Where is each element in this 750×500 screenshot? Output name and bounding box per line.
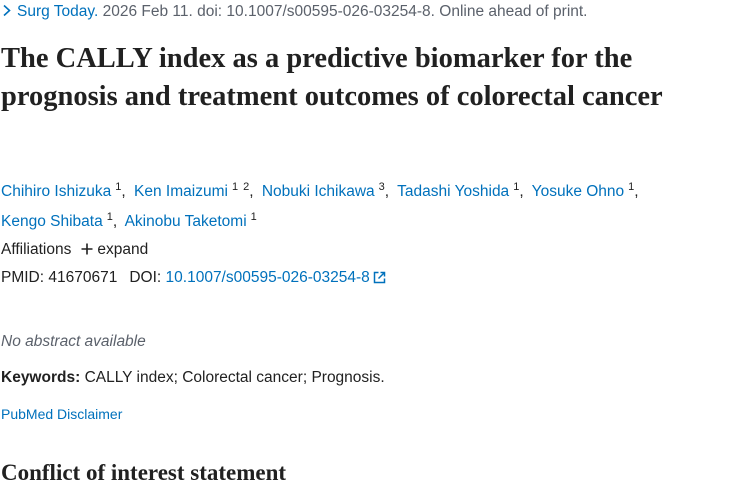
author: Tadashi Yoshida 1 <box>397 181 527 200</box>
keywords: Keywords: CALLY index; Colorectal cancer… <box>1 369 385 387</box>
plus-icon[interactable] <box>81 243 93 255</box>
keywords-text: CALLY index; Colorectal cancer; Prognosi… <box>84 369 385 386</box>
citation: Surg Today. 2026 Feb 11. doi: 10.1007/s0… <box>1 3 588 21</box>
affiliations-label: Affiliations <box>1 241 72 258</box>
pmid-label: PMID: <box>1 269 45 286</box>
author: Akinobu Taketomi 1 <box>124 210 257 230</box>
doi-link[interactable]: 10.1007/s00595-026-03254-8 <box>165 269 370 286</box>
author-link[interactable]: Tadashi Yoshida <box>397 183 510 200</box>
section-heading: Conflict of interest statement <box>1 460 287 485</box>
chevron-icon <box>3 4 11 17</box>
keywords-label: Keywords: <box>1 369 81 386</box>
affiliation-number[interactable]: 1 <box>231 181 239 193</box>
author-link[interactable]: Ken Imaizumi <box>134 183 228 200</box>
author: Kengo Shibata 1 <box>1 210 121 230</box>
affiliation-number[interactable]: 1 <box>250 210 257 223</box>
affiliation-number[interactable]: 1 <box>513 181 520 193</box>
affiliation-number[interactable]: 2 <box>243 181 250 193</box>
author-link[interactable]: Yosuke Ohno <box>531 183 625 200</box>
author: Yosuke Ohno 1 <box>531 181 643 200</box>
no-abstract-note: No abstract available <box>1 333 146 350</box>
author-link[interactable]: Chihiro Ishizuka <box>1 183 112 200</box>
pmid: 41670671 <box>48 269 118 286</box>
author: Nobuki Ichikawa 3 <box>261 181 393 200</box>
author-link[interactable]: Nobuki Ichikawa <box>261 183 375 200</box>
affiliation-number[interactable]: 3 <box>378 181 385 193</box>
author-link[interactable]: Akinobu Taketomi <box>124 212 247 230</box>
disclaimer-link[interactable]: PubMed Disclaimer <box>1 406 123 422</box>
affiliation-number[interactable]: 1 <box>106 210 113 223</box>
identifiers: PMID: 41670671 DOI: 10.1007/s00595-026-03… <box>1 269 386 287</box>
expand-toggle[interactable]: expand <box>97 241 149 258</box>
doi-label: DOI: <box>129 269 162 286</box>
author: Ken Imaizumi 1 2 <box>134 181 257 200</box>
author: Chihiro Ishizuka 1 <box>1 181 130 200</box>
affiliation-number[interactable]: 1 <box>628 181 635 193</box>
external-link-icon[interactable] <box>373 271 386 284</box>
citation-details: 2026 Feb 11. doi: 10.1007/s00595-026-032… <box>102 3 588 20</box>
author-link[interactable]: Kengo Shibata <box>1 212 103 230</box>
affiliations: Affiliations expand <box>1 241 148 259</box>
article-title: The CALLY index as a predictive biomarke… <box>1 43 663 112</box>
affiliation-number[interactable]: 1 <box>115 181 122 193</box>
journal-link[interactable]: Surg Today. <box>17 3 99 20</box>
